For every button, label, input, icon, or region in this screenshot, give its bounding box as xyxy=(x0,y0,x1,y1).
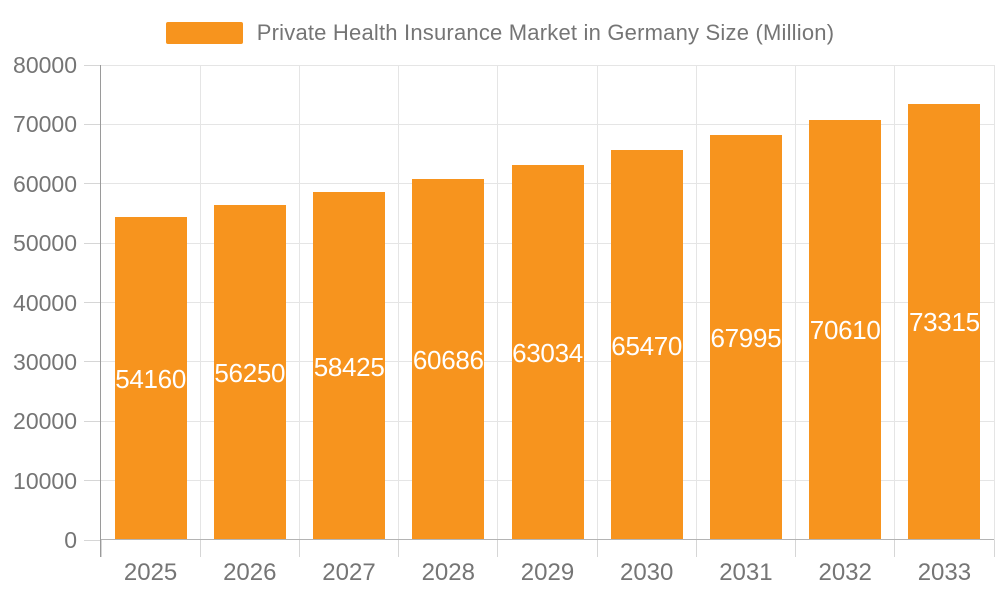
x-axis-tick xyxy=(398,540,400,557)
y-axis-line xyxy=(100,65,101,557)
bar[interactable] xyxy=(412,178,485,539)
y-axis-tick xyxy=(84,64,101,66)
x-gridline xyxy=(199,65,201,540)
y-axis-tick xyxy=(84,539,101,541)
legend-item[interactable]: Private Health Insurance Market in Germa… xyxy=(0,20,1000,46)
bar[interactable] xyxy=(213,205,286,539)
bar[interactable] xyxy=(610,150,683,539)
bar[interactable] xyxy=(114,217,187,539)
y-axis-tick-label: 60000 xyxy=(13,170,77,197)
y-gridline xyxy=(101,64,994,66)
x-gridline xyxy=(298,65,300,540)
bar-value-label: 60686 xyxy=(412,344,484,375)
bar-value-label: 70610 xyxy=(809,315,881,346)
x-axis-label: 2029 xyxy=(520,559,575,586)
bar-value-label: 65470 xyxy=(611,330,683,361)
y-axis-tick-label: 50000 xyxy=(13,230,77,257)
x-gridline xyxy=(993,65,995,540)
y-axis-tick xyxy=(84,183,101,185)
legend-label: Private Health Insurance Market in Germa… xyxy=(256,20,835,45)
y-axis-tick xyxy=(84,242,101,244)
bar-value-label: 67995 xyxy=(710,323,782,354)
y-gridline xyxy=(101,123,994,125)
bar-value-label: 63034 xyxy=(512,337,583,368)
y-axis-tick-label: 70000 xyxy=(13,111,77,138)
y-axis-tick xyxy=(84,123,101,125)
y-axis-tick xyxy=(84,361,101,363)
bar[interactable] xyxy=(313,192,386,539)
y-axis-tick-label: 80000 xyxy=(13,52,77,78)
x-axis-label: 2025 xyxy=(123,559,178,586)
y-axis-tick-label: 20000 xyxy=(13,408,77,435)
x-axis-label: 2026 xyxy=(223,559,277,586)
x-axis-label: 2032 xyxy=(818,559,872,586)
y-axis-tick-label: 0 xyxy=(64,527,77,553)
bar-value-label: 56250 xyxy=(214,358,286,388)
x-axis-line xyxy=(101,539,994,540)
x-axis-tick xyxy=(100,540,102,557)
x-axis-label: 2027 xyxy=(322,559,376,586)
bar[interactable] xyxy=(908,103,981,539)
x-gridline xyxy=(795,65,797,540)
bar[interactable] xyxy=(709,135,782,539)
x-gridline xyxy=(695,65,697,540)
x-gridline xyxy=(398,65,400,540)
x-axis-label: 2033 xyxy=(917,559,972,586)
y-axis-tick-label: 40000 xyxy=(13,289,77,316)
x-axis-tick xyxy=(795,540,797,557)
x-axis-tick xyxy=(596,540,598,557)
x-axis-label: 2030 xyxy=(619,559,674,586)
x-axis-label: 2031 xyxy=(719,559,773,586)
x-gridline xyxy=(596,65,598,540)
x-axis-tick xyxy=(695,540,697,557)
x-axis-tick xyxy=(199,540,201,557)
bar-value-label: 54160 xyxy=(115,364,186,395)
x-axis-tick xyxy=(894,540,896,557)
legend-swatch-icon xyxy=(165,22,243,44)
y-axis-tick xyxy=(84,420,101,422)
y-axis-tick-label: 10000 xyxy=(13,467,77,494)
bar-value-label: 58425 xyxy=(313,351,385,382)
x-axis-tick xyxy=(298,540,300,557)
bar[interactable] xyxy=(809,119,882,539)
x-axis-tick xyxy=(497,540,499,557)
plot-area: 0 10000 20000 30000 40000 50000 60000 70000 8000… xyxy=(13,52,995,586)
x-gridline xyxy=(894,65,896,540)
y-axis-tick xyxy=(84,480,101,482)
x-gridline xyxy=(497,65,499,540)
x-axis-label: 2028 xyxy=(421,559,475,586)
x-axis-tick xyxy=(993,540,995,557)
y-axis-tick-label: 30000 xyxy=(13,348,77,375)
y-axis-tick xyxy=(84,302,101,303)
bar[interactable] xyxy=(511,164,584,539)
bar-value-label: 73315 xyxy=(908,307,980,338)
